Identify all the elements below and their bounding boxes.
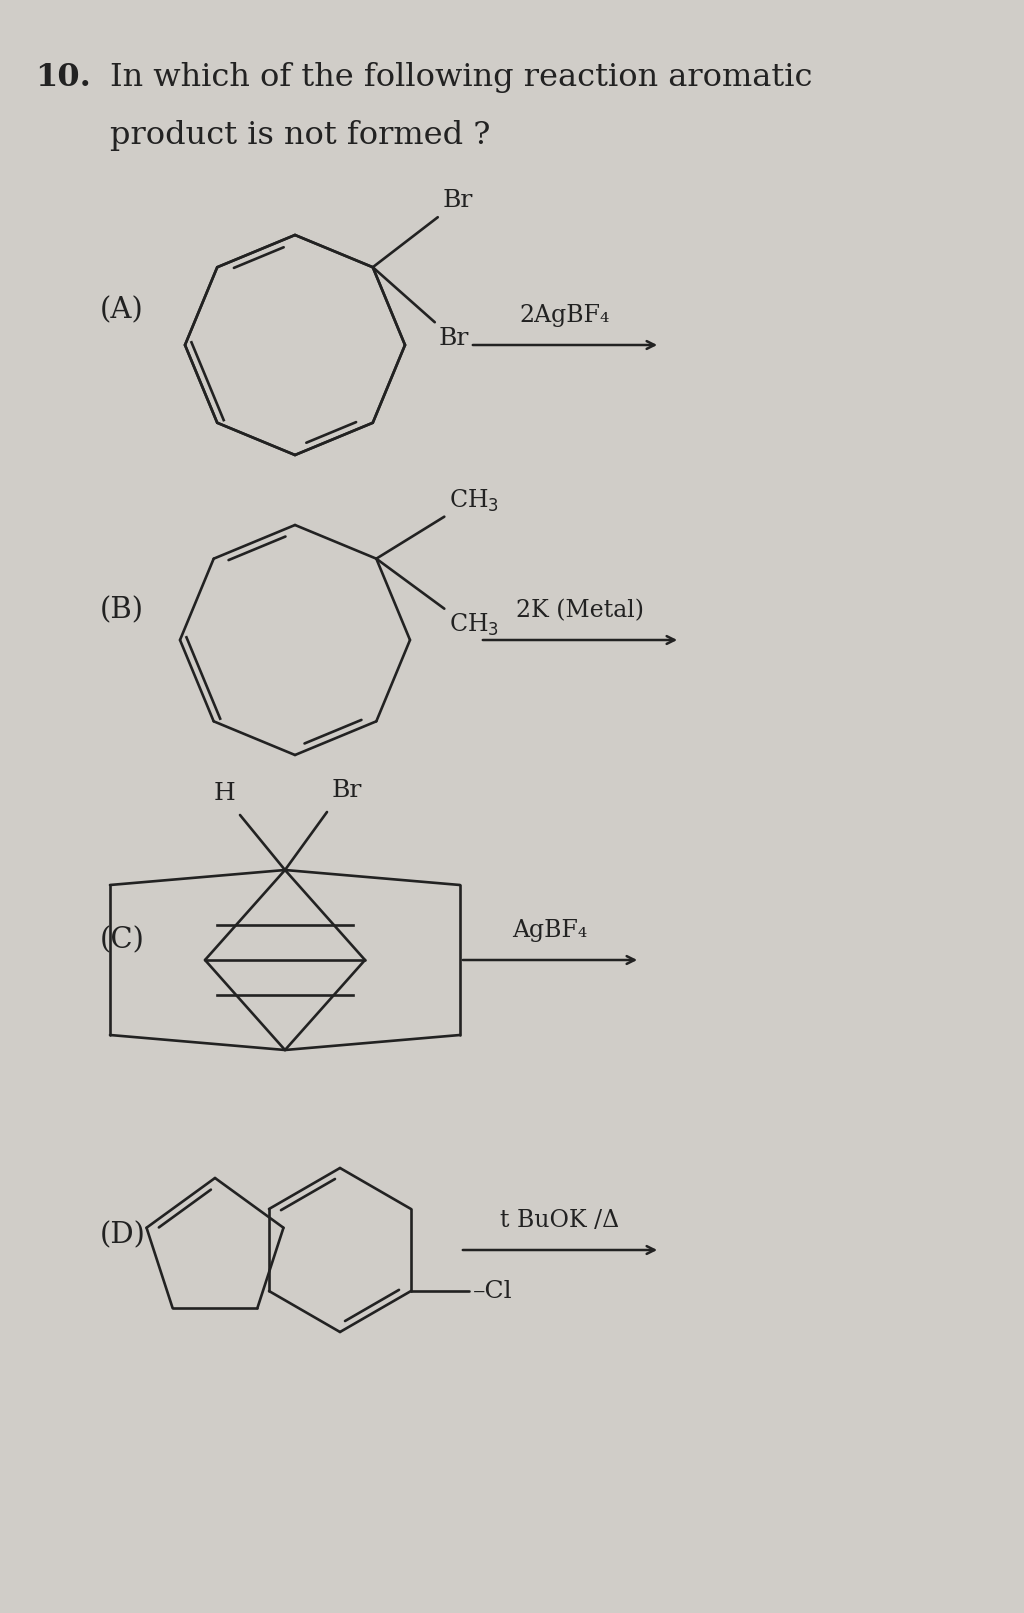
Text: In which of the following reaction aromatic: In which of the following reaction aroma…: [110, 61, 812, 94]
Text: 10.: 10.: [35, 61, 91, 94]
Text: –Cl: –Cl: [473, 1279, 513, 1303]
Text: Br: Br: [438, 327, 469, 350]
Text: Br: Br: [332, 779, 362, 802]
Text: AgBF₄: AgBF₄: [512, 919, 588, 942]
Text: 2K (Metal): 2K (Metal): [516, 598, 644, 623]
Text: CH$_3$: CH$_3$: [450, 487, 500, 513]
Text: t BuOK /Δ: t BuOK /Δ: [501, 1210, 620, 1232]
Text: (A): (A): [100, 297, 143, 324]
Text: Br: Br: [442, 189, 473, 213]
Text: (D): (D): [100, 1221, 145, 1248]
Text: product is not formed ?: product is not formed ?: [110, 119, 490, 152]
Text: H: H: [213, 782, 234, 805]
Text: CH$_3$: CH$_3$: [450, 611, 500, 637]
Text: (B): (B): [100, 595, 144, 624]
Text: 2AgBF₄: 2AgBF₄: [520, 303, 610, 327]
Text: (C): (C): [100, 926, 144, 953]
